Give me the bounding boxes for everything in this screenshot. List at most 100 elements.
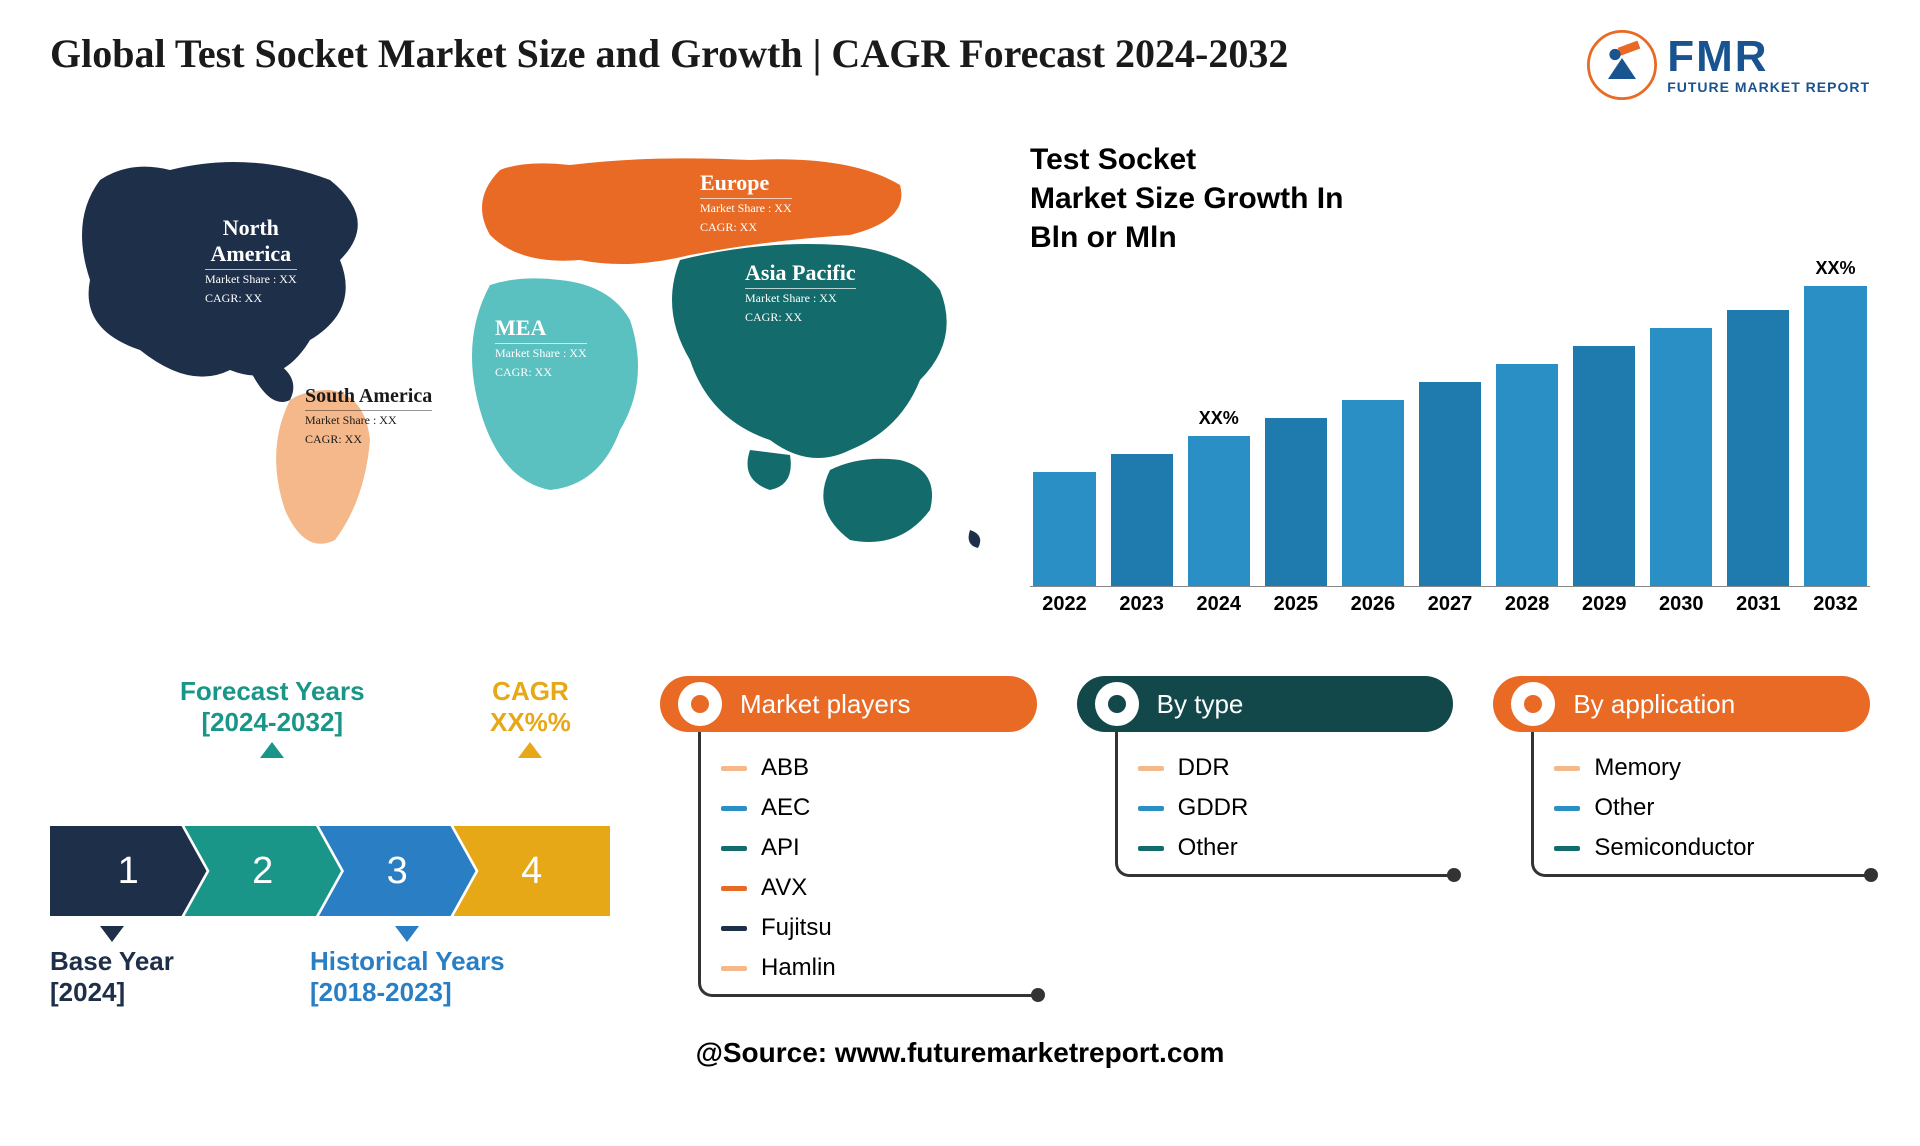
bar-column (1493, 364, 1562, 586)
category-item: DDR (1138, 748, 1454, 788)
dash-icon (1138, 766, 1164, 771)
region-south-america: South America Market Share : XX CAGR: XX (305, 385, 432, 447)
category-item: Other (1554, 788, 1870, 828)
dash-icon (1554, 806, 1580, 811)
logo-fmr-text: FMR (1667, 35, 1870, 79)
triangle-up-icon (260, 742, 284, 758)
bar (1650, 328, 1712, 586)
x-tick: 2031 (1724, 593, 1793, 616)
bullet-icon (678, 682, 722, 726)
timeline-step: 3 (319, 826, 476, 916)
bar (1111, 454, 1173, 586)
x-tick: 2023 (1107, 593, 1176, 616)
bar (1033, 472, 1095, 586)
timeline-step: 2 (185, 826, 342, 916)
region-cagr: CAGR: XX (205, 289, 297, 306)
category-column: By type DDR GDDR Other (1077, 676, 1454, 997)
timeline-step: 1 (50, 826, 207, 916)
category-item-label: API (761, 834, 800, 862)
bar-annotation: XX% (1188, 408, 1250, 429)
dash-icon (1138, 806, 1164, 811)
region-cagr: CAGR: XX (700, 218, 792, 235)
category-item: GDDR (1138, 788, 1454, 828)
region-name: MEA (495, 315, 587, 341)
triangle-down-icon (100, 926, 124, 942)
dash-icon (1554, 766, 1580, 771)
category-item-label: Semiconductor (1594, 834, 1754, 862)
region-name: Asia Pacific (745, 260, 856, 286)
bar-column (1261, 418, 1330, 586)
region-name: South America (305, 385, 432, 408)
category-list: Memory Other Semiconductor (1531, 732, 1870, 877)
category-item: AEC (721, 788, 1037, 828)
category-header: Market players (660, 676, 1037, 732)
x-tick: 2030 (1647, 593, 1716, 616)
bar-column (1415, 382, 1484, 586)
region-mea: MEA Market Share : XX CAGR: XX (495, 315, 587, 380)
category-column: By application Memory Other Semiconductor (1493, 676, 1870, 997)
bar-column (1338, 400, 1407, 586)
region-name: NorthAmerica (205, 215, 297, 267)
bar-column (1570, 346, 1639, 586)
category-item: API (721, 828, 1037, 868)
x-tick: 2029 (1570, 593, 1639, 616)
triangle-up-icon (518, 742, 542, 758)
category-header: By type (1077, 676, 1454, 732)
region-share: Market Share : XX (305, 410, 432, 428)
category-list: ABBAECAPIAVXFujitsuHamlin (698, 732, 1037, 997)
region-asia-pacific: Asia Pacific Market Share : XX CAGR: XX (745, 260, 856, 325)
bars-container: XX% XX% (1030, 267, 1870, 587)
header: Global Test Socket Market Size and Growt… (50, 30, 1870, 100)
category-title: By type (1157, 689, 1244, 720)
bar (1265, 418, 1327, 586)
triangle-down-icon (395, 926, 419, 942)
dash-icon (721, 766, 747, 771)
x-tick: 2025 (1261, 593, 1330, 616)
category-item: Other (1138, 828, 1454, 868)
logo-sub-text: FUTURE MARKET REPORT (1667, 79, 1870, 95)
category-item-label: Other (1178, 834, 1238, 862)
category-title: Market players (740, 689, 911, 720)
timeline-step: 4 (454, 826, 611, 916)
region-europe: Europe Market Share : XX CAGR: XX (700, 170, 792, 235)
x-axis-labels: 2022202320242025202620272028202920302031… (1030, 593, 1870, 616)
category-item-label: ABB (761, 754, 809, 782)
category-title: By application (1573, 689, 1735, 720)
bar-annotation: XX% (1804, 258, 1866, 279)
region-cagr: CAGR: XX (495, 363, 587, 380)
bar (1419, 382, 1481, 586)
chart-title: Test Socket Market Size Growth In Bln or… (1030, 140, 1870, 257)
source-attribution: @Source: www.futuremarketreport.com (50, 1037, 1870, 1069)
category-item: Semiconductor (1554, 828, 1870, 868)
category-item-label: Fujitsu (761, 914, 832, 942)
bar-column (1030, 472, 1099, 586)
category-item-label: AEC (761, 794, 810, 822)
timeline-steps: 1234 (50, 826, 610, 916)
bar-column (1107, 454, 1176, 586)
category-item-label: Memory (1594, 754, 1681, 782)
dash-icon (1554, 846, 1580, 851)
dash-icon (721, 966, 747, 971)
category-column: Market playersABBAECAPIAVXFujitsuHamlin (660, 676, 1037, 997)
bar: XX% (1188, 436, 1250, 586)
bar (1727, 310, 1789, 586)
x-tick: 2028 (1493, 593, 1562, 616)
x-tick: 2022 (1030, 593, 1099, 616)
bar-column: XX% (1184, 436, 1253, 586)
bullet-icon (1511, 682, 1555, 726)
telescope-icon (1587, 30, 1657, 100)
dash-icon (721, 886, 747, 891)
category-header: By application (1493, 676, 1870, 732)
bar (1496, 364, 1558, 586)
bullet-icon (1095, 682, 1139, 726)
category-item: AVX (721, 868, 1037, 908)
timeline: Forecast Years [2024-2032] CAGR XX%% 123… (50, 676, 610, 997)
top-row: NorthAmerica Market Share : XX CAGR: XX … (50, 140, 1870, 616)
region-share: Market Share : XX (745, 288, 856, 306)
x-tick: 2026 (1338, 593, 1407, 616)
bar-chart: Test Socket Market Size Growth In Bln or… (1030, 140, 1870, 616)
category-item-label: DDR (1178, 754, 1230, 782)
bar (1342, 400, 1404, 586)
x-tick: 2027 (1415, 593, 1484, 616)
forecast-label: Forecast Years [2024-2032] (180, 676, 365, 758)
